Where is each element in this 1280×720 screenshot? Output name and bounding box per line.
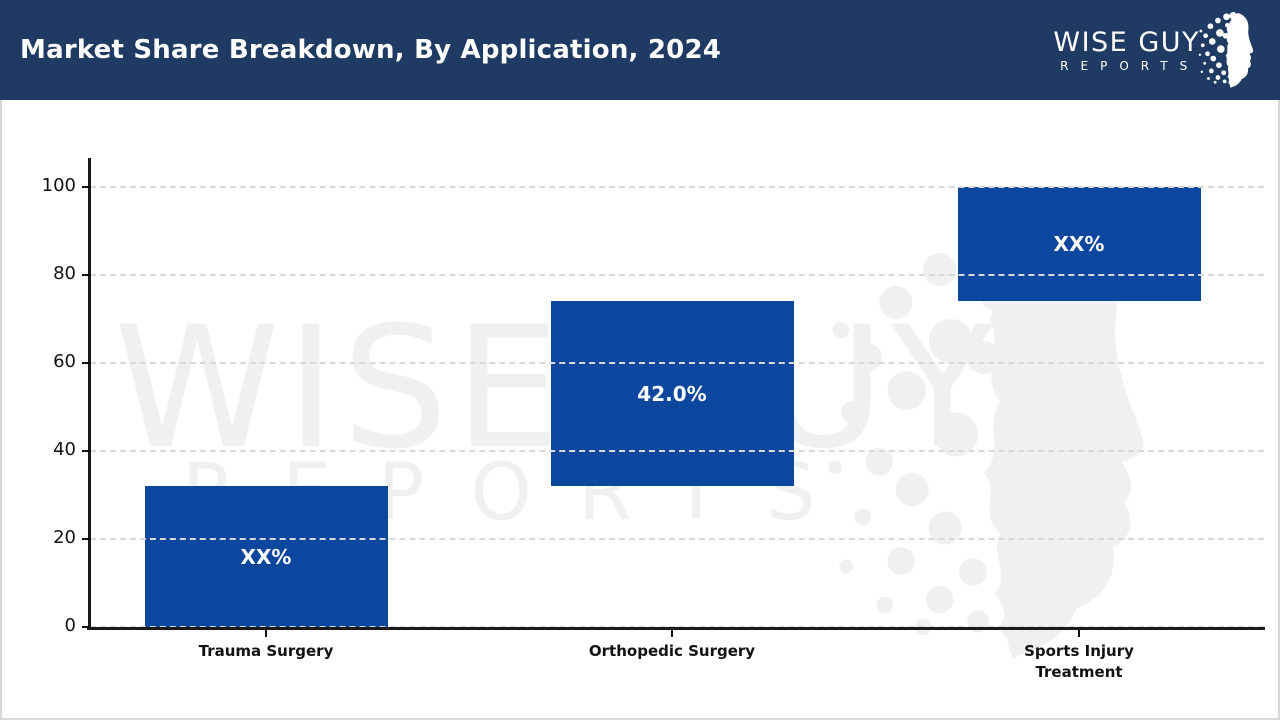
bar-orthopedic-surgery: 42.0%: [550, 301, 794, 487]
bar-value-label: XX%: [1053, 232, 1105, 257]
x-category-label-0: Trauma Surgery: [198, 642, 334, 660]
y-tick-80: [82, 274, 90, 276]
y-tick-label-80: 80: [53, 263, 76, 284]
logo-subtext: REPORTS: [1060, 59, 1200, 74]
y-tick-label-20: 20: [53, 527, 76, 548]
x-category-label-1: Orthopedic Surgery: [588, 642, 756, 660]
bar-sports-injury-treatment: XX%: [957, 187, 1201, 302]
bar-trauma-surgery: XX%: [144, 486, 388, 627]
gridline-y-20: [90, 538, 1264, 540]
y-tick-label-0: 0: [64, 615, 76, 636]
gridline-y-60: [90, 362, 1264, 364]
y-tick-label-100: 100: [41, 175, 76, 196]
header-bar: Market Share Breakdown, By Application, …: [0, 0, 1280, 100]
y-tick-60: [82, 362, 90, 364]
y-tick-100: [82, 186, 90, 188]
x-tick-2: [1078, 630, 1080, 637]
logo-wordmark: WISE GUY: [1053, 26, 1200, 58]
y-axis-spine: [88, 158, 91, 630]
face-profile-icon: [1188, 12, 1266, 88]
y-tick-40: [82, 450, 90, 452]
x-tick-1: [671, 630, 673, 637]
gridline-y-80: [90, 274, 1264, 276]
chart-area: WISE GUY REPORTS 0 20 40 60 80 100 XX% Trauma S…: [0, 100, 1280, 720]
page-title: Market Share Breakdown, By Application, …: [20, 35, 722, 65]
y-tick-0: [82, 626, 90, 628]
logo-text: WISE GUY REPORTS: [1053, 26, 1200, 74]
bar-value-label: XX%: [240, 544, 292, 569]
y-tick-label-40: 40: [53, 439, 76, 460]
x-axis-spine: [87, 627, 1265, 630]
x-category-label-2: Sports Injury Treatment: [1024, 642, 1134, 681]
x-tick-0: [265, 630, 267, 637]
gridline-y-40: [90, 450, 1264, 452]
bar-value-label: 42.0%: [637, 381, 707, 406]
wiseguy-logo: WISE GUY REPORTS: [1053, 12, 1266, 88]
gridline-y-100: [90, 186, 1264, 188]
y-tick-label-60: 60: [53, 351, 76, 372]
y-tick-20: [82, 538, 90, 540]
